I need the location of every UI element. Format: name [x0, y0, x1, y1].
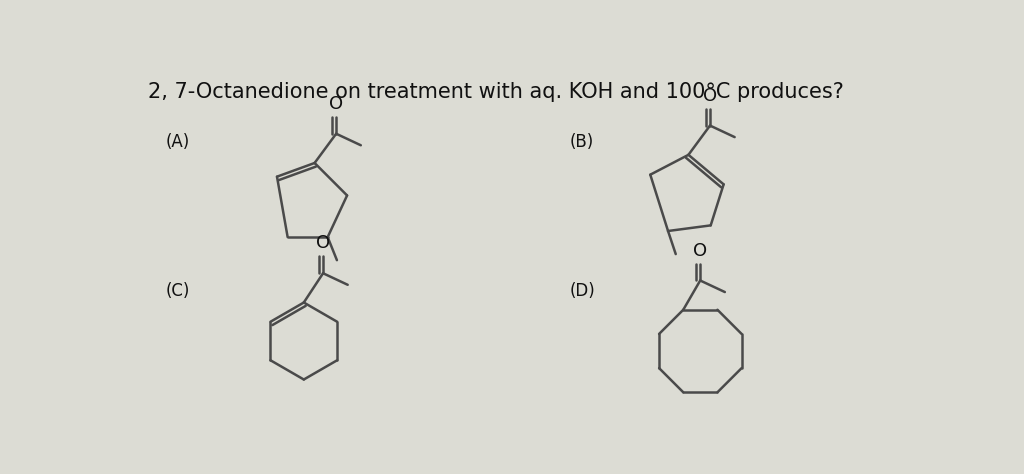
Text: (D): (D): [569, 282, 595, 300]
Text: (C): (C): [165, 282, 189, 300]
Text: 2, 7-Octanedione on treatment with aq. KOH and 100°C produces?: 2, 7-Octanedione on treatment with aq. K…: [147, 82, 844, 101]
Text: (A): (A): [165, 133, 189, 151]
Text: (B): (B): [569, 133, 594, 151]
Text: O: O: [316, 235, 330, 253]
Text: O: O: [702, 87, 717, 105]
Text: O: O: [693, 242, 708, 260]
Text: O: O: [329, 95, 343, 113]
